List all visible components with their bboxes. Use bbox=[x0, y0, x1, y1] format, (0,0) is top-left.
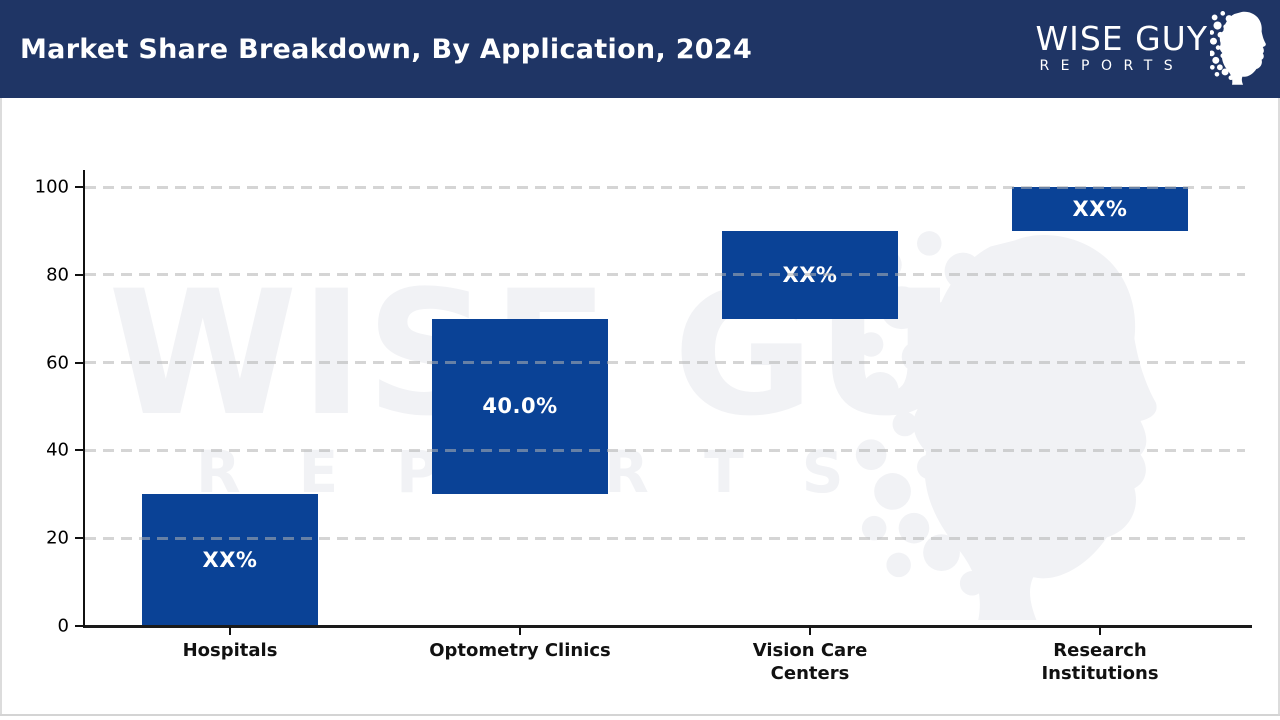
y-tick-label-80: 80 bbox=[46, 264, 69, 286]
gridline-40 bbox=[85, 448, 1245, 452]
bar-value-label: XX% bbox=[202, 548, 258, 573]
x-category-label: Vision Care Centers bbox=[752, 640, 868, 684]
page-border-left bbox=[0, 98, 2, 716]
x-axis-spine bbox=[83, 625, 1252, 628]
brand-logo: WISE GUY REPORTS bbox=[1035, 8, 1268, 86]
y-tick-label-100: 100 bbox=[34, 176, 69, 198]
y-tick-label-60: 60 bbox=[46, 352, 69, 374]
x-category-label: Hospitals bbox=[182, 640, 278, 661]
bar-value-label: XX% bbox=[1072, 196, 1128, 221]
bar-4: XX% bbox=[1012, 187, 1188, 231]
head-profile-dots-icon bbox=[1210, 11, 1266, 85]
y-tick-label-20: 20 bbox=[46, 527, 69, 549]
watermark-head-profile-dots-icon bbox=[855, 231, 1157, 620]
brand-tagline: REPORTS bbox=[1039, 57, 1185, 74]
page-border-right bbox=[1278, 98, 1280, 716]
bar-2: 40.0% bbox=[432, 318, 608, 495]
y-tick-mark bbox=[75, 449, 85, 452]
y-tick-label-40: 40 bbox=[46, 439, 69, 461]
page-title: Market Share Breakdown, By Application, … bbox=[20, 33, 753, 65]
header-bar: Market Share Breakdown, By Application, … bbox=[0, 0, 1280, 98]
x-tick-mark bbox=[229, 627, 231, 635]
gridline-60 bbox=[85, 361, 1245, 365]
gridline-80 bbox=[85, 273, 1245, 277]
y-axis-spine bbox=[83, 170, 85, 627]
x-tick-mark bbox=[809, 627, 811, 635]
y-tick-mark bbox=[75, 537, 85, 540]
x-tick-mark bbox=[519, 627, 521, 635]
gridline-100 bbox=[85, 185, 1245, 189]
x-category-label: Research Institutions bbox=[1041, 640, 1159, 684]
y-tick-mark bbox=[75, 361, 85, 364]
brand-text: WISE GUY REPORTS bbox=[1035, 22, 1208, 73]
bar-value-label: 40.0% bbox=[482, 394, 558, 419]
y-tick-label-0: 0 bbox=[57, 615, 69, 637]
y-tick-mark bbox=[75, 186, 85, 188]
y-tick-mark bbox=[75, 273, 85, 276]
y-tick-mark bbox=[75, 625, 85, 627]
plot-area: 0 20 40 60 80 100 XX% Hospitals 40.0% Optometry C… bbox=[35, 177, 1245, 684]
page-border-bottom bbox=[0, 714, 1280, 716]
gridline-20 bbox=[85, 536, 1245, 540]
x-category-label: Optometry Clinics bbox=[429, 640, 611, 661]
brand-name: WISE GUY bbox=[1035, 18, 1208, 58]
bar-1: XX% bbox=[142, 494, 318, 626]
x-tick-mark bbox=[1099, 627, 1101, 635]
